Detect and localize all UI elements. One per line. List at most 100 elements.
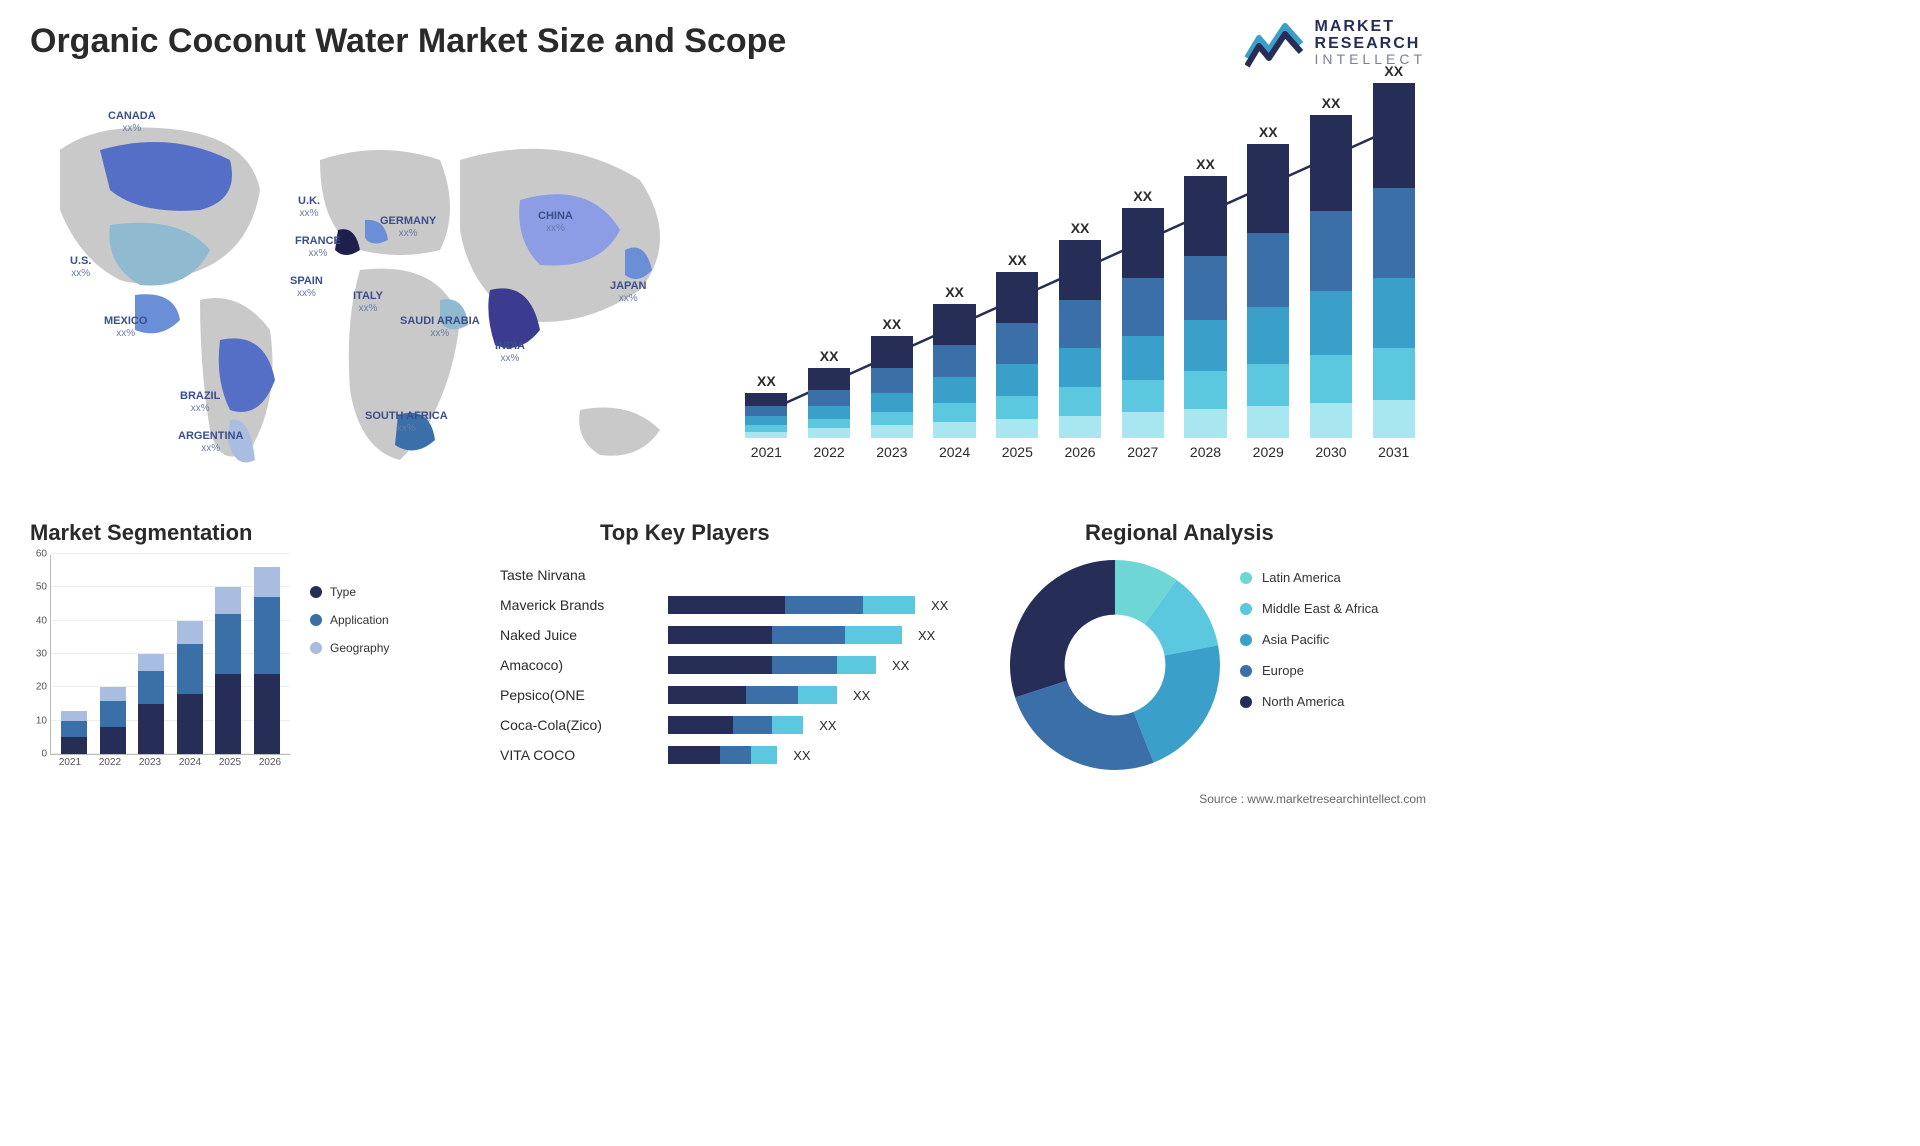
key-player-name: Pepsico(ONE <box>500 687 660 703</box>
country-label: U.S.xx% <box>70 255 91 279</box>
regional-title: Regional Analysis <box>1085 520 1274 546</box>
key-player-segment <box>772 656 837 674</box>
forecast-bar-segment <box>1059 348 1101 386</box>
country-label: SPAINxx% <box>290 275 323 299</box>
key-player-value: XX <box>819 718 836 733</box>
key-player-value: XX <box>931 598 948 613</box>
forecast-bar-segment <box>808 390 850 406</box>
source-footer: Source : www.marketresearchintellect.com <box>1199 792 1426 806</box>
forecast-bar-label: XX <box>820 348 839 364</box>
key-player-segment <box>772 716 803 734</box>
forecast-bar-segment <box>1247 144 1289 234</box>
key-player-value: XX <box>892 658 909 673</box>
seg-x-tick: 2024 <box>179 757 201 768</box>
forecast-bar-segment <box>1122 336 1164 381</box>
country-label: JAPANxx% <box>610 280 646 304</box>
forecast-bar-segment <box>808 406 850 419</box>
key-player-bar <box>668 596 915 614</box>
forecast-year-label: 2029 <box>1253 444 1284 460</box>
legend-label: Latin America <box>1262 570 1341 585</box>
key-player-segment <box>772 626 845 644</box>
seg-bar-segment <box>100 687 126 700</box>
seg-legend-item: Application <box>310 613 389 627</box>
country-label: GERMANYxx% <box>380 215 436 239</box>
forecast-bar-segment <box>808 419 850 429</box>
country-label: BRAZILxx% <box>180 390 220 414</box>
forecast-bar-segment <box>1184 320 1226 371</box>
forecast-bar-segment <box>745 432 787 438</box>
seg-x-tick: 2022 <box>99 757 121 768</box>
key-player-segment <box>668 656 772 674</box>
legend-label: North America <box>1262 694 1344 709</box>
forecast-bar: XX2022 <box>803 348 856 460</box>
key-player-name: Taste Nirvana <box>500 567 660 583</box>
key-player-bar <box>668 656 876 674</box>
key-player-segment <box>798 686 837 704</box>
legend-swatch <box>1240 665 1252 677</box>
forecast-year-label: 2026 <box>1064 444 1095 460</box>
seg-x-tick: 2026 <box>259 757 281 768</box>
forecast-bar-segment <box>745 406 787 416</box>
logo-icon <box>1245 18 1305 68</box>
logo-text-line2: RESEARCH <box>1315 36 1426 53</box>
seg-legend-item: Geography <box>310 641 389 655</box>
logo-text-line1: MARKET <box>1315 19 1426 36</box>
forecast-bar-segment <box>1373 400 1415 438</box>
forecast-bar-segment <box>1059 416 1101 438</box>
legend-swatch <box>310 586 322 598</box>
regional-chart: Latin AmericaMiddle East & AfricaAsia Pa… <box>1010 560 1440 790</box>
world-map-panel: CANADAxx%U.S.xx%MEXICOxx%BRAZILxx%ARGENT… <box>20 90 720 490</box>
forecast-bar-segment <box>996 396 1038 418</box>
seg-bar <box>177 621 203 754</box>
seg-bar-segment <box>177 694 203 754</box>
forecast-bar-segment <box>1184 409 1226 438</box>
seg-bar-segment <box>177 644 203 694</box>
forecast-bar-segment <box>871 336 913 368</box>
seg-y-tick: 50 <box>36 582 51 593</box>
donut-slice <box>1010 560 1115 697</box>
seg-bar <box>254 567 280 754</box>
seg-bar-segment <box>61 737 87 754</box>
forecast-bar: XX2024 <box>928 284 981 460</box>
key-player-segment <box>668 596 785 614</box>
country-label: MEXICOxx% <box>104 315 147 339</box>
regional-legend-item: Asia Pacific <box>1240 632 1378 647</box>
key-player-bar <box>668 746 777 764</box>
forecast-bar-segment <box>1184 256 1226 320</box>
key-player-bar <box>668 716 803 734</box>
forecast-bar-label: XX <box>1322 95 1341 111</box>
key-player-row: Maverick BrandsXX <box>500 590 980 620</box>
key-player-row: Naked JuiceXX <box>500 620 980 650</box>
forecast-bar: XX2030 <box>1305 95 1358 460</box>
key-player-value: XX <box>793 748 810 763</box>
forecast-bar-segment <box>871 393 913 412</box>
country-label: INDIAxx% <box>495 340 525 364</box>
key-player-value: XX <box>853 688 870 703</box>
forecast-bar-segment <box>1184 176 1226 256</box>
key-player-segment <box>720 746 751 764</box>
legend-label: Type <box>330 585 356 599</box>
seg-legend-item: Type <box>310 585 389 599</box>
country-label: SAUDI ARABIAxx% <box>400 315 480 339</box>
forecast-year-label: 2031 <box>1378 444 1409 460</box>
forecast-bar-segment <box>996 364 1038 396</box>
key-player-name: Coca-Cola(Zico) <box>500 717 660 733</box>
seg-bar-segment <box>138 654 164 671</box>
forecast-bar-segment <box>1373 278 1415 348</box>
seg-bar-segment <box>254 567 280 597</box>
forecast-bar-segment <box>933 377 975 403</box>
seg-bar-segment <box>215 674 241 754</box>
forecast-chart: XX2021XX2022XX2023XX2024XX2025XX2026XX20… <box>740 90 1420 490</box>
country-label: SOUTH AFRICAxx% <box>365 410 448 434</box>
key-player-row: VITA COCO XX <box>500 740 980 770</box>
forecast-bar-segment <box>1247 406 1289 438</box>
country-label: CHINAxx% <box>538 210 573 234</box>
legend-label: Application <box>330 613 389 627</box>
regional-legend-item: North America <box>1240 694 1378 709</box>
forecast-bar-segment <box>933 422 975 438</box>
legend-label: Geography <box>330 641 389 655</box>
forecast-year-label: 2028 <box>1190 444 1221 460</box>
key-player-name: VITA COCO <box>500 747 660 763</box>
forecast-bar-segment <box>933 304 975 346</box>
key-player-name: Amacoco) <box>500 657 660 673</box>
